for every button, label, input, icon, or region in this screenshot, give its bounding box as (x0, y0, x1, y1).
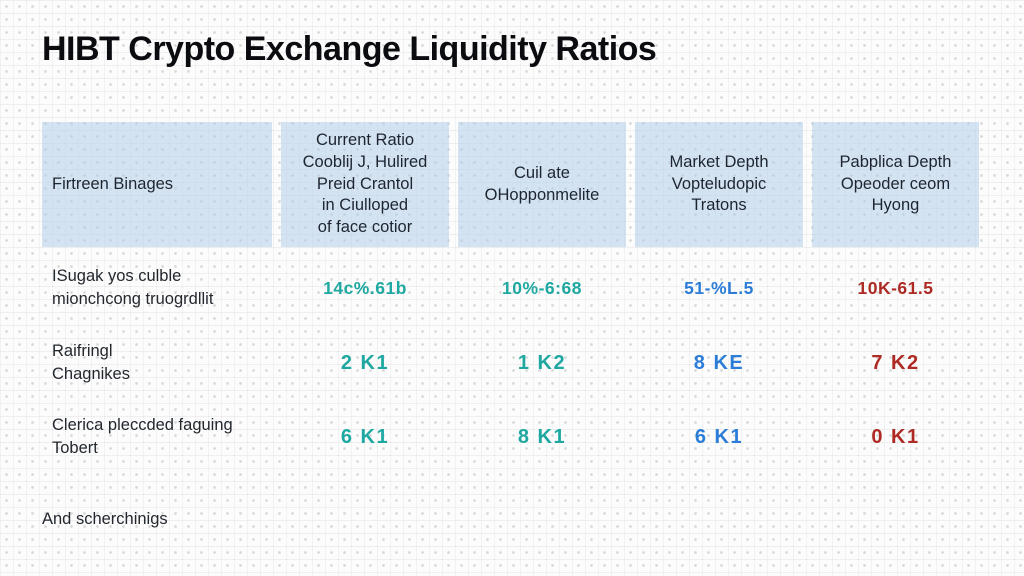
row-label-line: mionchcong truogrdllit (52, 290, 214, 308)
table-body: ISugak yos culble mionchcong truogrdllit… (42, 250, 979, 474)
row-label: ISugak yos culble mionchcong truogrdllit (42, 250, 272, 326)
row-label-line: Raifringl (52, 342, 113, 361)
footnote: And scherchinigs (42, 510, 168, 528)
cell-value: 6 K1 (694, 425, 744, 448)
header-line: of face cotior (317, 218, 413, 237)
row-label: Raifringl Chagnikes (42, 326, 272, 400)
cell-value: 2 K1 (340, 351, 390, 374)
header-line: Market Depth (669, 152, 769, 171)
cell-value: 14c%.61b (323, 277, 407, 298)
cell-value: 0 K1 (871, 425, 920, 448)
header-line: Hyong (871, 196, 920, 215)
cell-value: 10K-61.5 (857, 277, 934, 298)
header-line: Cuil ate (514, 163, 570, 182)
column-header-cuil-ate: Cuil ate OHopponmelite (458, 122, 626, 247)
row-label-line: ISugak yos culble (52, 267, 182, 286)
header-line: Firtreen Binages (52, 174, 174, 193)
header-line: Pabplica Depth (839, 152, 952, 171)
page-title: HIBT Crypto Exchange Liquidity Ratios (42, 30, 657, 68)
header-line: in Ciulloped (321, 196, 409, 215)
header-line: Preid Crantol (316, 174, 414, 193)
column-header-pabplica-depth: Pabplica Depth Opeoder ceom Hyong (812, 122, 979, 247)
column-header-market-depth: Market Depth Vopteludopic Tratons (635, 122, 803, 247)
column-header-exchanges: Firtreen Binages (42, 122, 272, 247)
column-header-current-ratio: Current Ratio Cooblij J, Hulired Preid C… (281, 122, 449, 247)
header-line: Cooblij J, Hulired (302, 152, 428, 171)
row-label-line: Tobert (52, 439, 98, 457)
row-label-line: Chagnikes (52, 365, 130, 383)
cell-value: 1 K2 (517, 351, 567, 374)
header-line: Opeoder ceom (840, 174, 951, 193)
row-label: Clerica pleccded faguing Tobert (42, 400, 272, 474)
header-line: Vopteludopic (671, 174, 767, 193)
header-line: Current Ratio (315, 130, 415, 149)
header-line: Tratons (691, 196, 747, 215)
cell-value: 8 KE (693, 351, 745, 374)
cell-value: 7 K2 (871, 351, 920, 374)
header-line: OHopponmelite (484, 185, 600, 204)
row-label-line: Clerica pleccded faguing (52, 416, 233, 435)
table-header-row: Firtreen Binages Current Ratio Cooblij J… (42, 122, 979, 247)
cell-value: 10%-6:68 (502, 277, 582, 298)
cell-value: 8 K1 (517, 425, 567, 448)
table-row: Clerica pleccded faguing Tobert 6 K1 8 K… (42, 400, 979, 474)
cell-value: 51-%L.5 (684, 277, 754, 298)
cell-value: 6 K1 (340, 425, 390, 448)
table-row: Raifringl Chagnikes 2 K1 1 K2 8 KE 7 K2 (42, 326, 979, 400)
table-row: ISugak yos culble mionchcong truogrdllit… (42, 250, 979, 326)
